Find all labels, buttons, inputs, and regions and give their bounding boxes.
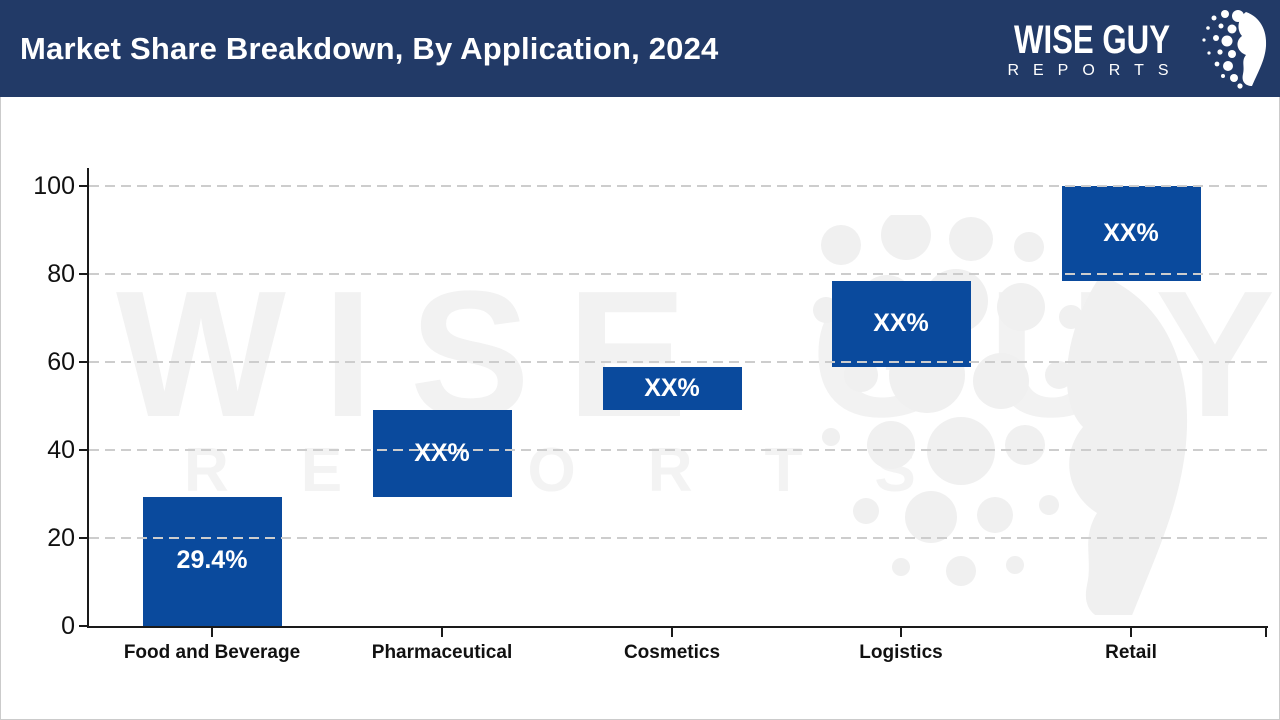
category-label: Cosmetics (623, 642, 721, 663)
category-label: Pharmaceutical (371, 642, 513, 663)
y-tick (79, 361, 87, 363)
x-tick (441, 628, 443, 637)
y-tick (79, 625, 87, 627)
logo-face-icon (1202, 10, 1267, 89)
category-label: Retail (1105, 642, 1157, 663)
y-tick (79, 537, 87, 539)
gridline (89, 185, 1268, 187)
bar-value-label: 29.4% (176, 546, 248, 575)
bar-logistics (831, 281, 971, 368)
y-tick (79, 273, 87, 275)
x-tick (1130, 628, 1132, 637)
category-label: Logistics (859, 642, 943, 663)
gridline (89, 537, 1268, 539)
y-tick-label: 60 (47, 348, 75, 376)
gridline (89, 273, 1268, 275)
logo-text: WISE GUY REPORTS (992, 19, 1192, 80)
x-tick (211, 628, 213, 637)
header-bar: Market Share Breakdown, By Application, … (0, 0, 1280, 97)
bar-retail (1061, 186, 1201, 282)
y-tick-label: 100 (33, 172, 75, 200)
gridline (89, 361, 1268, 363)
bar-value-label: XX% (414, 438, 470, 467)
x-tick (900, 628, 902, 637)
y-tick-label: 40 (47, 436, 75, 464)
y-tick-label: 80 (47, 260, 75, 288)
bar-food-and-beverage (142, 496, 282, 626)
bar-cosmetics (602, 367, 742, 411)
chart-title: Market Share Breakdown, By Application, … (20, 30, 719, 66)
y-axis-spine (87, 168, 89, 628)
bar-value-label: XX% (644, 373, 700, 402)
y-tick-label: 0 (61, 612, 75, 640)
y-tick-label: 20 (47, 524, 75, 552)
bar-value-label: XX% (1103, 218, 1159, 247)
y-tick (79, 449, 87, 451)
x-tick (671, 628, 673, 637)
logo-wordmark: WISE GUY (1013, 17, 1170, 62)
watermark-face-dots-icon (813, 215, 1188, 615)
x-axis-end-tick (1265, 628, 1267, 637)
chart-area: WISE GUY REPORTS 0 20 40 60 80 100 29.4% Food a… (0, 97, 1280, 720)
logo-subtext: REPORTS (1007, 61, 1183, 79)
bar-pharmaceutical (372, 410, 512, 497)
bar-value-label: XX% (873, 309, 929, 338)
gridline (89, 449, 1268, 451)
category-label: Food and Beverage (123, 642, 301, 663)
wiseguy-logo: WISE GUY REPORTS (992, 6, 1268, 92)
y-tick (79, 185, 87, 187)
x-axis-spine (87, 626, 1268, 628)
